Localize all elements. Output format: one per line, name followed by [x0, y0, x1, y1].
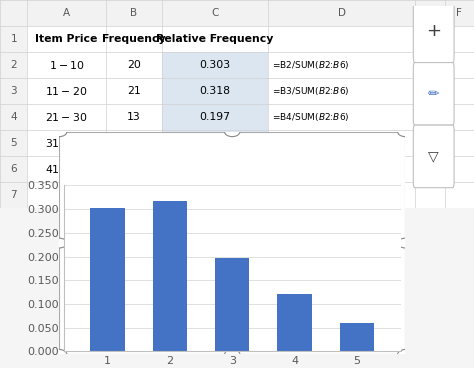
Text: 0.197: 0.197: [200, 112, 230, 122]
Text: +: +: [426, 22, 441, 40]
Text: 2: 2: [10, 60, 17, 70]
Text: F: F: [456, 8, 462, 18]
Text: 8: 8: [130, 138, 137, 148]
Bar: [162, 78, 268, 104]
Text: 0.121: 0.121: [200, 138, 230, 148]
Bar: [91, 208, 125, 351]
Text: $41 - $50: $41 - $50: [46, 163, 88, 175]
Circle shape: [398, 350, 413, 359]
Circle shape: [225, 350, 240, 359]
Text: =B2/SUM($B$2:$B$6): =B2/SUM($B$2:$B$6): [272, 59, 350, 71]
Bar: [215, 258, 249, 351]
Text: 6: 6: [10, 164, 17, 174]
Text: D: D: [338, 8, 346, 18]
Circle shape: [52, 238, 67, 248]
Text: C: C: [211, 8, 219, 18]
Text: =B6/SUM($B$2:$B$6): =B6/SUM($B$2:$B$6): [272, 163, 350, 175]
Text: 4: 4: [130, 164, 137, 174]
Bar: [162, 52, 268, 78]
Bar: [162, 156, 268, 182]
Text: 3: 3: [10, 86, 17, 96]
Bar: [162, 104, 268, 130]
Text: 13: 13: [127, 112, 141, 122]
Circle shape: [52, 127, 67, 137]
FancyBboxPatch shape: [413, 125, 454, 188]
Text: Chart Title: Chart Title: [185, 0, 279, 3]
Text: 20: 20: [127, 60, 141, 70]
Text: Relative Frequency: Relative Frequency: [156, 34, 273, 44]
Text: B: B: [130, 8, 137, 18]
Text: 21: 21: [127, 86, 141, 96]
Circle shape: [52, 350, 67, 359]
Bar: [162, 130, 268, 156]
Bar: [153, 201, 187, 351]
Text: Item Price: Item Price: [36, 34, 98, 44]
Text: =B5/SUM($B$2:$B$6): =B5/SUM($B$2:$B$6): [272, 137, 350, 149]
Text: $1 - $10: $1 - $10: [49, 59, 84, 71]
Text: $21 - $30: $21 - $30: [46, 111, 88, 123]
Text: 7: 7: [10, 190, 17, 200]
Text: Frequency: Frequency: [102, 34, 165, 44]
Text: E: E: [427, 8, 433, 18]
FancyBboxPatch shape: [413, 63, 454, 125]
Bar: [277, 294, 312, 351]
Bar: [340, 322, 374, 351]
Text: $31 - $40: $31 - $40: [46, 137, 88, 149]
Text: ▽: ▽: [428, 149, 439, 163]
Circle shape: [225, 127, 240, 137]
FancyBboxPatch shape: [413, 0, 454, 63]
Text: A: A: [63, 8, 70, 18]
Circle shape: [398, 127, 413, 137]
Bar: [0, 26, 27, 208]
Text: 0.061: 0.061: [200, 164, 230, 174]
Text: 1: 1: [10, 34, 17, 44]
Text: =B3/SUM($B$2:$B$6): =B3/SUM($B$2:$B$6): [272, 85, 350, 97]
Text: $11 - $20: $11 - $20: [46, 85, 88, 97]
Text: =B4/SUM($B$2:$B$6): =B4/SUM($B$2:$B$6): [272, 111, 350, 123]
Text: 0.318: 0.318: [200, 86, 230, 96]
Text: 5: 5: [10, 138, 17, 148]
Text: 0.303: 0.303: [200, 60, 230, 70]
Text: 4: 4: [10, 112, 17, 122]
Text: ✏: ✏: [428, 87, 439, 101]
Bar: [0, 0, 474, 26]
Circle shape: [398, 238, 413, 248]
